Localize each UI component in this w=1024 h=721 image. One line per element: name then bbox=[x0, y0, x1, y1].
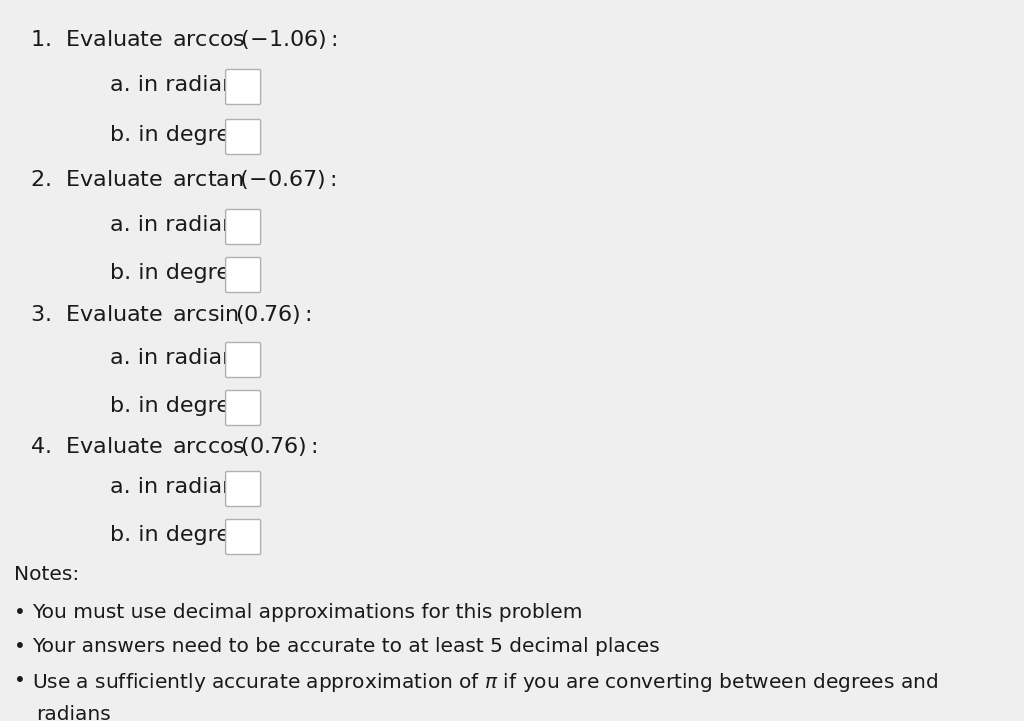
FancyBboxPatch shape bbox=[225, 210, 260, 244]
FancyBboxPatch shape bbox=[225, 120, 260, 154]
FancyBboxPatch shape bbox=[225, 472, 260, 506]
FancyBboxPatch shape bbox=[225, 520, 260, 554]
Text: b. in degrees: b. in degrees bbox=[110, 263, 255, 283]
FancyBboxPatch shape bbox=[225, 257, 260, 293]
Text: $\mathsf{4.\;\,\mathrm{Evaluate}\;\,}\mathrm{arccos}\!(0.76):$: $\mathsf{4.\;\,\mathrm{Evaluate}\;\,}\ma… bbox=[30, 435, 317, 458]
Text: $\mathsf{1.\;\,\mathrm{Evaluate}\;\,}\mathrm{arccos}\!(-1.06):$: $\mathsf{1.\;\,\mathrm{Evaluate}\;\,}\ma… bbox=[30, 28, 338, 51]
FancyBboxPatch shape bbox=[225, 342, 260, 378]
Text: $\mathsf{2.\;\,\mathrm{Evaluate}\;\,}\mathrm{arctan}\!(-0.67):$: $\mathsf{2.\;\,\mathrm{Evaluate}\;\,}\ma… bbox=[30, 168, 337, 191]
Text: Notes:: Notes: bbox=[14, 565, 79, 584]
Text: a. in radians: a. in radians bbox=[110, 75, 248, 95]
Text: a. in radians: a. in radians bbox=[110, 477, 248, 497]
Text: radians: radians bbox=[36, 705, 111, 721]
Text: b. in degrees: b. in degrees bbox=[110, 525, 255, 545]
Text: a. in radians: a. in radians bbox=[110, 215, 248, 235]
Text: •: • bbox=[14, 603, 26, 622]
Text: Use a sufficiently accurate approximation of $\pi$ if you are converting between: Use a sufficiently accurate approximatio… bbox=[32, 671, 938, 694]
Text: a. in radians: a. in radians bbox=[110, 348, 248, 368]
Text: You must use decimal approximations for this problem: You must use decimal approximations for … bbox=[32, 603, 583, 622]
FancyBboxPatch shape bbox=[225, 391, 260, 425]
FancyBboxPatch shape bbox=[225, 69, 260, 105]
Text: Your answers need to be accurate to at least 5 decimal places: Your answers need to be accurate to at l… bbox=[32, 637, 659, 656]
Text: b. in degrees: b. in degrees bbox=[110, 396, 255, 416]
Text: b. in degrees: b. in degrees bbox=[110, 125, 255, 145]
Text: •: • bbox=[14, 671, 26, 690]
Text: •: • bbox=[14, 637, 26, 656]
Text: $\mathsf{3.\;\,\mathrm{Evaluate}\;\,}\mathrm{arcsin}\!(0.76):$: $\mathsf{3.\;\,\mathrm{Evaluate}\;\,}\ma… bbox=[30, 303, 311, 326]
